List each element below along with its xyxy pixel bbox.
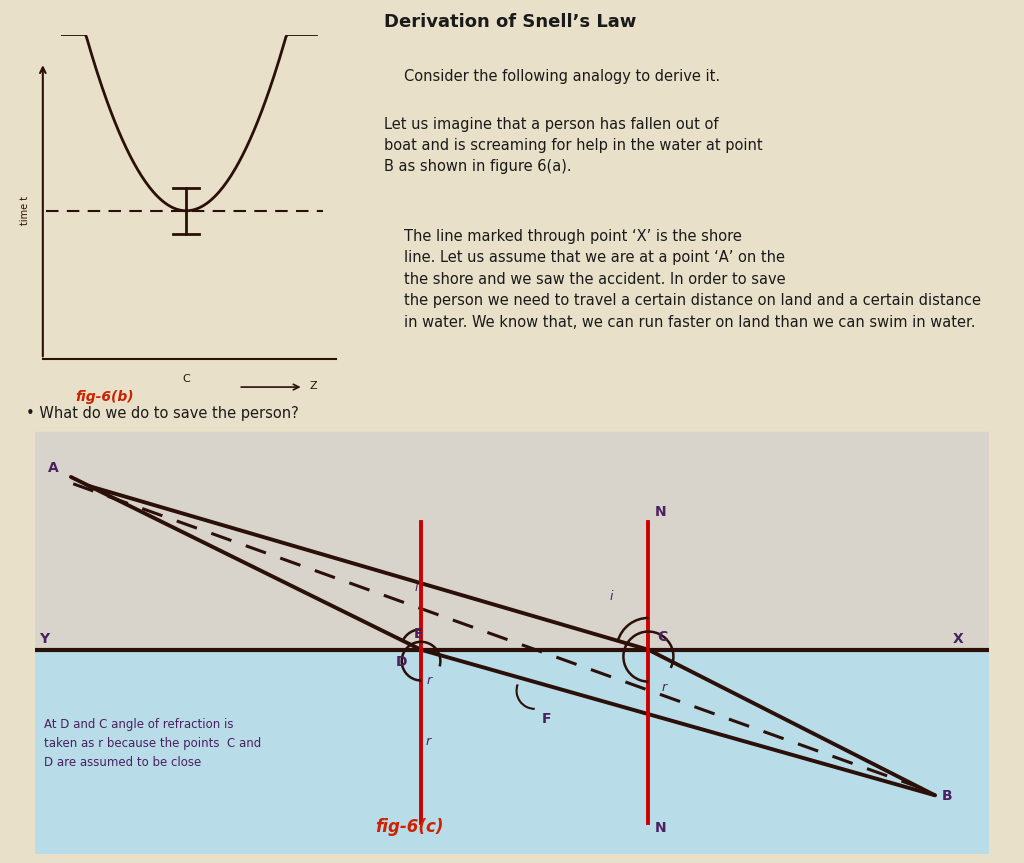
Text: N: N: [655, 505, 667, 519]
Text: time t: time t: [20, 196, 30, 225]
Bar: [35, 432, 989, 650]
Text: B: B: [942, 789, 952, 803]
Text: The line marked through point ‘X’ is the shore
line. Let us assume that we are a: The line marked through point ‘X’ is the…: [404, 229, 981, 330]
Text: r: r: [426, 735, 431, 748]
Text: i: i: [415, 581, 418, 594]
Text: D: D: [396, 655, 408, 669]
Text: At D and C angle of refraction is
taken as r because the points  C and
D are ass: At D and C angle of refraction is taken …: [44, 718, 261, 769]
Text: • What do we do to save the person?: • What do we do to save the person?: [26, 406, 298, 420]
Text: C: C: [657, 630, 668, 644]
Text: Derivation of Snell’s Law: Derivation of Snell’s Law: [384, 13, 636, 31]
Text: fig-6(c): fig-6(c): [376, 817, 444, 835]
Text: C: C: [182, 375, 190, 384]
Text: fig-6(b): fig-6(b): [76, 390, 134, 404]
Text: i: i: [609, 589, 613, 602]
Text: Y: Y: [39, 632, 49, 646]
Text: F: F: [542, 711, 551, 726]
Text: E: E: [415, 627, 424, 641]
Text: r: r: [663, 681, 668, 694]
Text: Let us imagine that a person has fallen out of
boat and is screaming for help in: Let us imagine that a person has fallen …: [384, 117, 763, 173]
Text: Consider the following analogy to derive it.: Consider the following analogy to derive…: [404, 69, 721, 84]
Text: X: X: [953, 632, 964, 646]
Text: A: A: [48, 462, 59, 476]
Bar: [35, 650, 989, 854]
Text: Z: Z: [310, 381, 317, 391]
Text: r: r: [427, 674, 432, 687]
Text: N: N: [655, 821, 667, 835]
